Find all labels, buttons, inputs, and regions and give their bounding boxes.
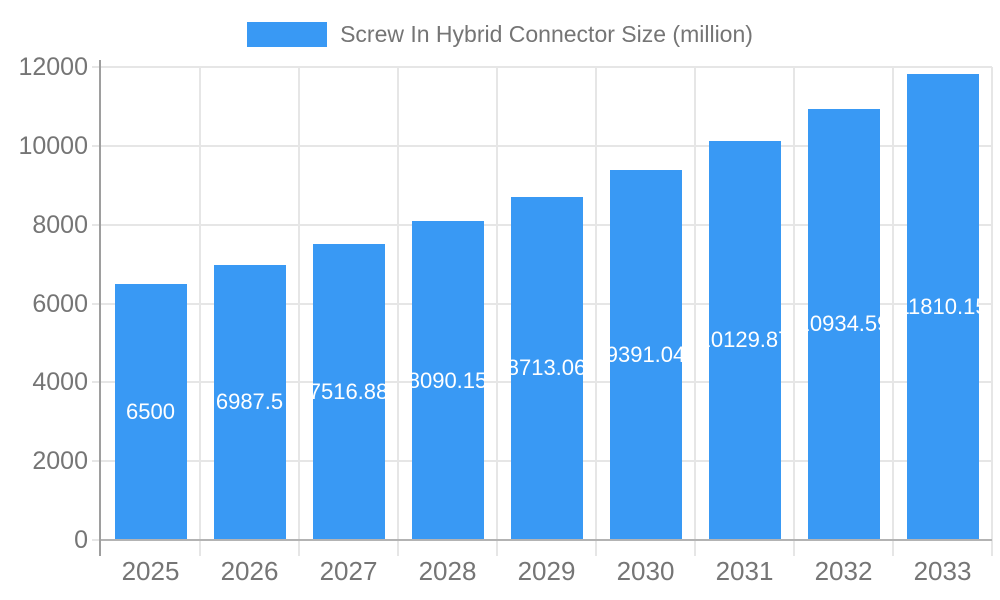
x-tick-label: 2031 xyxy=(715,556,774,586)
y-axis-tick xyxy=(92,144,100,147)
v-gridline xyxy=(991,67,993,540)
y-tick-label: 4000 xyxy=(32,368,88,397)
y-tick-label: 0 xyxy=(74,526,88,554)
legend-label: Screw In Hybrid Connector Size (million) xyxy=(340,20,753,47)
v-gridline xyxy=(298,67,300,540)
bar-value-label: 11810.15 xyxy=(907,294,979,320)
bar-value-label: 10129.87 xyxy=(709,327,781,353)
bar-value-label: 10934.59 xyxy=(808,311,880,337)
x-axis-tick xyxy=(793,540,795,556)
v-gridline xyxy=(199,67,201,540)
y-axis-line xyxy=(99,60,101,556)
v-gridline xyxy=(595,67,597,540)
bar: 7516.88 xyxy=(312,243,385,540)
x-axis-tick xyxy=(595,540,597,556)
y-tick-label: 8000 xyxy=(32,210,88,239)
bar: 10129.87 xyxy=(708,140,781,540)
y-tick-label: 2000 xyxy=(32,447,88,476)
bar-value-label: 6987.5 xyxy=(215,389,284,415)
bar: 6500 xyxy=(114,283,187,540)
x-tick-label: 2025 xyxy=(121,556,180,586)
bar: 11810.15 xyxy=(906,74,979,540)
chart-legend: Screw In Hybrid Connector Size (million) xyxy=(0,14,1000,54)
bar: 10934.59 xyxy=(807,108,880,540)
x-tick-label: 2027 xyxy=(319,556,378,586)
x-axis-tick xyxy=(694,540,696,556)
x-tick-label: 2026 xyxy=(220,556,279,586)
v-gridline xyxy=(496,67,498,540)
bar-value-label: 6500 xyxy=(126,398,175,424)
bar-value-label: 8090.15 xyxy=(411,367,484,393)
x-tick-label: 2028 xyxy=(418,556,477,586)
bar: 6987.5 xyxy=(213,264,286,540)
v-gridline xyxy=(397,67,399,540)
x-axis-tick xyxy=(397,540,399,556)
bar-value-label: 9391.04 xyxy=(609,341,682,367)
bar: 9391.04 xyxy=(609,169,682,540)
y-axis-tick xyxy=(92,66,100,68)
y-axis-tick xyxy=(92,539,100,541)
x-tick-label: 2029 xyxy=(517,556,576,586)
x-tick-label: 2032 xyxy=(814,556,873,586)
v-gridline xyxy=(694,67,696,540)
x-tick-label: 2033 xyxy=(913,556,972,586)
bar: 8090.15 xyxy=(411,221,484,540)
y-tick-label: 10000 xyxy=(18,131,88,160)
x-axis-tick xyxy=(199,540,201,556)
y-axis-tick xyxy=(92,460,100,463)
x-axis-tick xyxy=(298,540,300,556)
h-gridline xyxy=(101,66,992,68)
y-axis-tick xyxy=(92,223,100,226)
legend-swatch xyxy=(247,21,328,47)
x-tick-label: 2030 xyxy=(616,556,675,586)
y-axis-tick xyxy=(92,302,100,305)
bar-value-label: 7516.88 xyxy=(312,378,385,404)
bar: 8713.06 xyxy=(510,196,583,540)
x-axis-tick xyxy=(496,540,498,556)
v-gridline xyxy=(793,67,795,540)
y-axis-tick xyxy=(92,381,100,384)
bar-value-label: 8713.06 xyxy=(510,355,583,381)
x-axis-tick xyxy=(892,540,894,556)
h-gridline xyxy=(101,144,992,147)
x-axis-tick xyxy=(991,540,993,556)
y-tick-label: 6000 xyxy=(32,289,88,318)
v-gridline xyxy=(892,67,894,540)
x-axis-line xyxy=(101,539,992,541)
y-tick-label: 12000 xyxy=(18,53,88,81)
